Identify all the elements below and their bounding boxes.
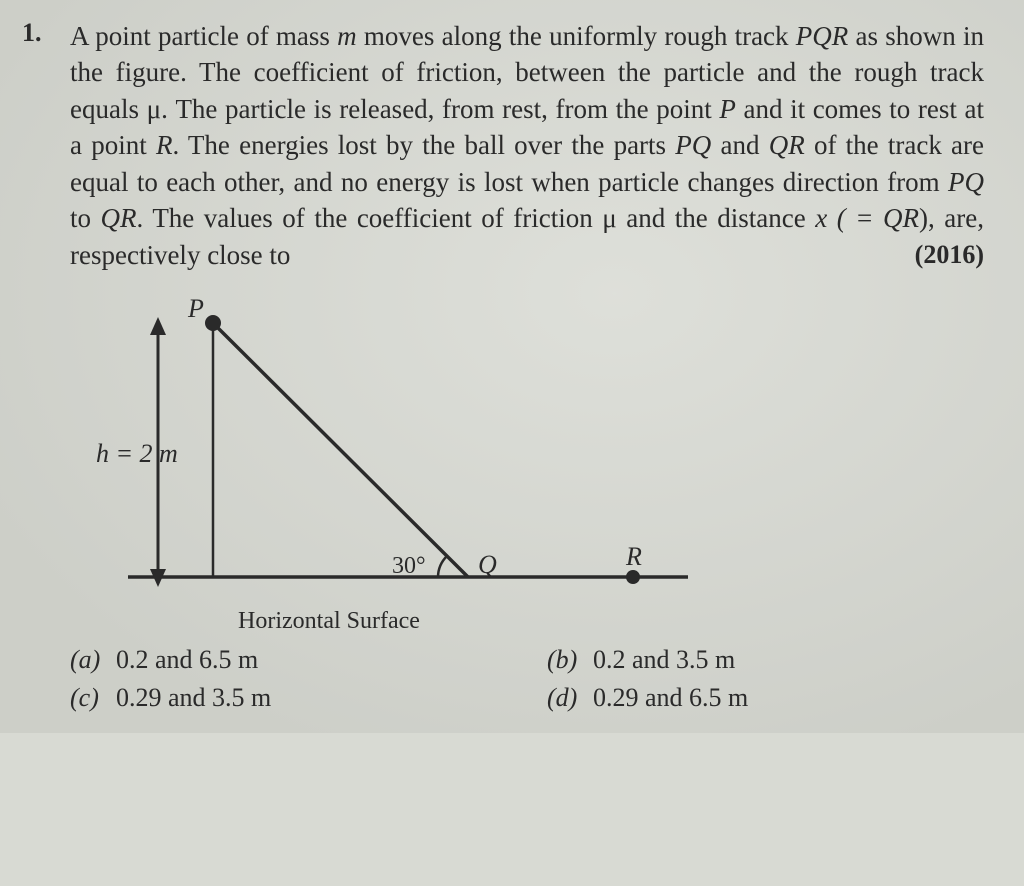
- var-P: P: [719, 94, 736, 124]
- option-b-text: 0.2 and 3.5 m: [593, 645, 735, 675]
- var-R: R: [156, 130, 173, 160]
- label-q: Q: [478, 550, 497, 579]
- var-QR: QR: [769, 130, 805, 160]
- var-PQ2: PQ: [948, 167, 984, 197]
- angle-label: 30°: [392, 553, 426, 579]
- option-a: (a) 0.2 and 6.5 m: [70, 645, 507, 675]
- page: 1. A point particle of mass m moves alon…: [0, 0, 1024, 733]
- option-d-text: 0.29 and 6.5 m: [593, 683, 748, 713]
- option-d: (d) 0.29 and 6.5 m: [547, 683, 984, 713]
- question-year: (2016): [915, 237, 984, 272]
- var-PQ: PQ: [675, 130, 711, 160]
- qtext-seg-1: moves along the uniformly rough track: [357, 21, 796, 51]
- option-a-label: (a): [70, 645, 116, 675]
- qtext-seg-4: . The energies lost by the ball over the…: [172, 130, 675, 160]
- angle-arc: [438, 556, 447, 577]
- point-r-icon: [626, 570, 640, 584]
- label-r: R: [625, 542, 642, 571]
- option-c-text: 0.29 and 3.5 m: [116, 683, 271, 713]
- label-p: P: [187, 294, 204, 323]
- question-number: 1.: [22, 18, 42, 48]
- options-grid: (a) 0.2 and 6.5 m (b) 0.2 and 3.5 m (c) …: [70, 645, 984, 713]
- var-PQR: PQR: [796, 21, 848, 51]
- question-text: A point particle of mass m moves along t…: [70, 18, 984, 273]
- var-QR2: QR: [101, 203, 137, 233]
- option-b-label: (b): [547, 645, 593, 675]
- qtext-seg-7: to: [70, 203, 101, 233]
- figure-svg: h = 2 m 30° P Q R: [88, 287, 708, 607]
- option-c-label: (c): [70, 683, 116, 713]
- h-label: h = 2 m: [96, 439, 178, 468]
- question-block: 1. A point particle of mass m moves alon…: [70, 18, 984, 713]
- incline-pq: [213, 323, 468, 577]
- option-d-label: (d): [547, 683, 593, 713]
- var-xeq: x ( = QR: [815, 203, 919, 233]
- qtext-seg-0: A point particle of mass: [70, 21, 337, 51]
- horizontal-surface-label: Horizontal Surface: [238, 608, 984, 635]
- qtext-seg-5: and: [711, 130, 768, 160]
- option-b: (b) 0.2 and 3.5 m: [547, 645, 984, 675]
- var-m: m: [337, 21, 357, 51]
- arrow-up-icon: [150, 317, 166, 335]
- qtext-seg-8: . The values of the coefficient of frict…: [137, 203, 816, 233]
- point-p-icon: [205, 315, 221, 331]
- option-c: (c) 0.29 and 3.5 m: [70, 683, 507, 713]
- option-a-text: 0.2 and 6.5 m: [116, 645, 258, 675]
- figure: h = 2 m 30° P Q R Horizontal Su: [88, 287, 984, 635]
